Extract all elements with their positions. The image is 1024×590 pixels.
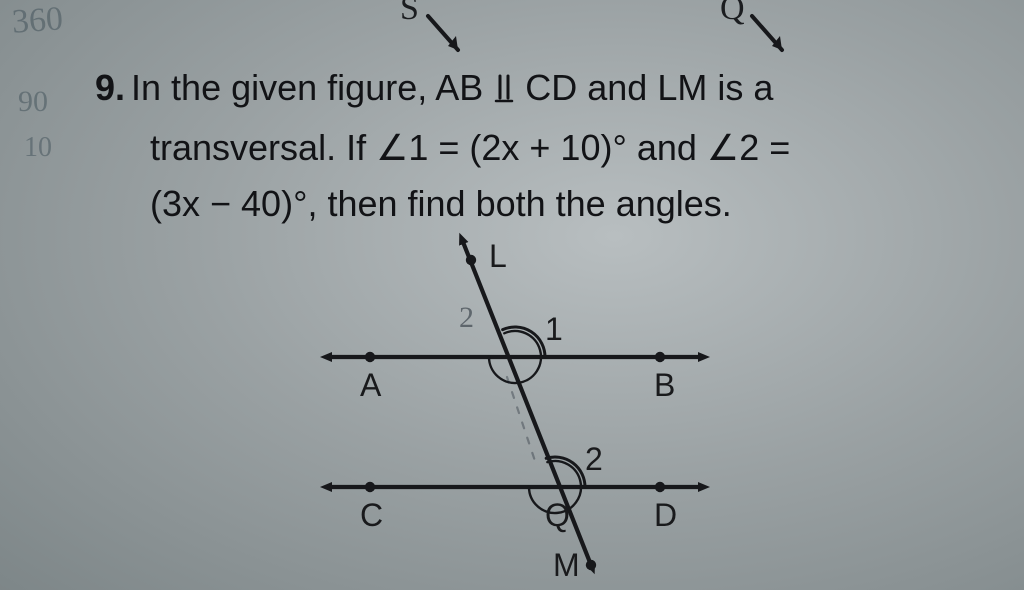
parallel-symbol <box>493 64 515 120</box>
arrow-under-s <box>418 6 478 66</box>
arrow-under-q <box>742 6 802 66</box>
line1-post: CD and LM is a <box>515 67 773 108</box>
problem-line-1: 9.In the given figure, AB CD and LM is a <box>95 60 975 120</box>
problem-line-3: (3x − 40)°, then find both the angles. <box>150 176 975 232</box>
problem-number: 9. <box>95 67 125 108</box>
figure-svg <box>270 232 740 582</box>
problem-text: 9.In the given figure, AB CD and LM is a… <box>95 60 975 231</box>
page-top-letter-s: S <box>400 0 419 28</box>
letter-s: S <box>400 0 419 27</box>
pencil-margin-note: 360 <box>11 0 65 41</box>
line1-pre: In the given figure, AB <box>131 67 493 108</box>
geometry-figure: L A B C D Q M 1 2 2 <box>270 232 740 582</box>
letter-q: Q <box>720 0 745 27</box>
pencil-margin-note-2: 90 <box>18 85 48 119</box>
pencil-margin-note-3: 10 <box>24 132 52 164</box>
page-top-letter-q: Q <box>720 0 745 28</box>
problem-line-2: transversal. If ∠1 = (2x + 10)° and ∠2 = <box>150 120 975 176</box>
